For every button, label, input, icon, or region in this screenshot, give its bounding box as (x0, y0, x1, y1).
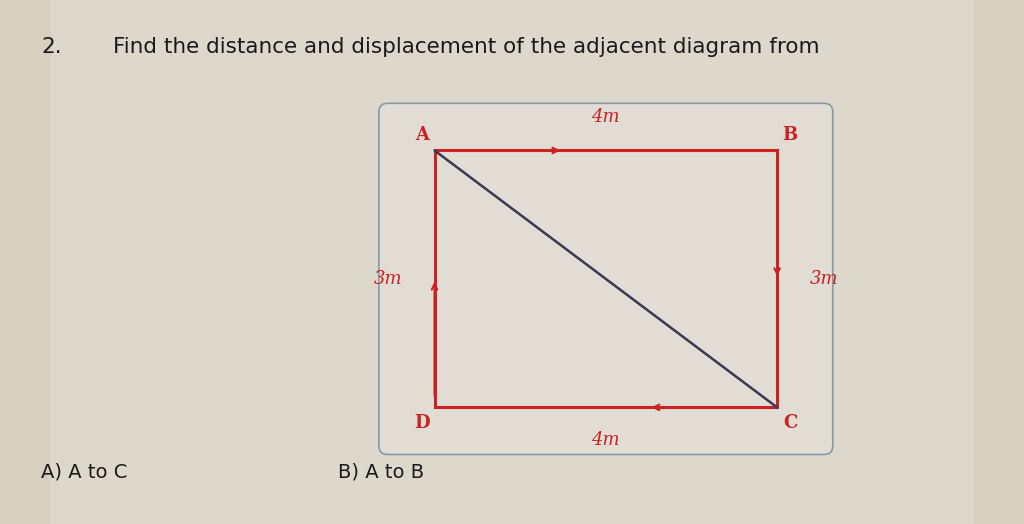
Bar (434, 150, 777, 407)
Text: D: D (414, 414, 429, 432)
Text: B: B (782, 126, 798, 144)
FancyBboxPatch shape (379, 103, 833, 454)
Text: 2.: 2. (41, 37, 61, 57)
Text: 3m: 3m (810, 270, 839, 288)
Text: 3m: 3m (374, 270, 402, 288)
Text: A: A (415, 126, 429, 144)
Text: 4m: 4m (592, 431, 621, 450)
Text: C: C (782, 414, 797, 432)
Text: Find the distance and displacement of the adjacent diagram from: Find the distance and displacement of th… (113, 37, 819, 57)
Text: A) A to C: A) A to C (41, 462, 127, 481)
Text: B) A to B: B) A to B (338, 462, 424, 481)
Text: 4m: 4m (592, 108, 621, 126)
